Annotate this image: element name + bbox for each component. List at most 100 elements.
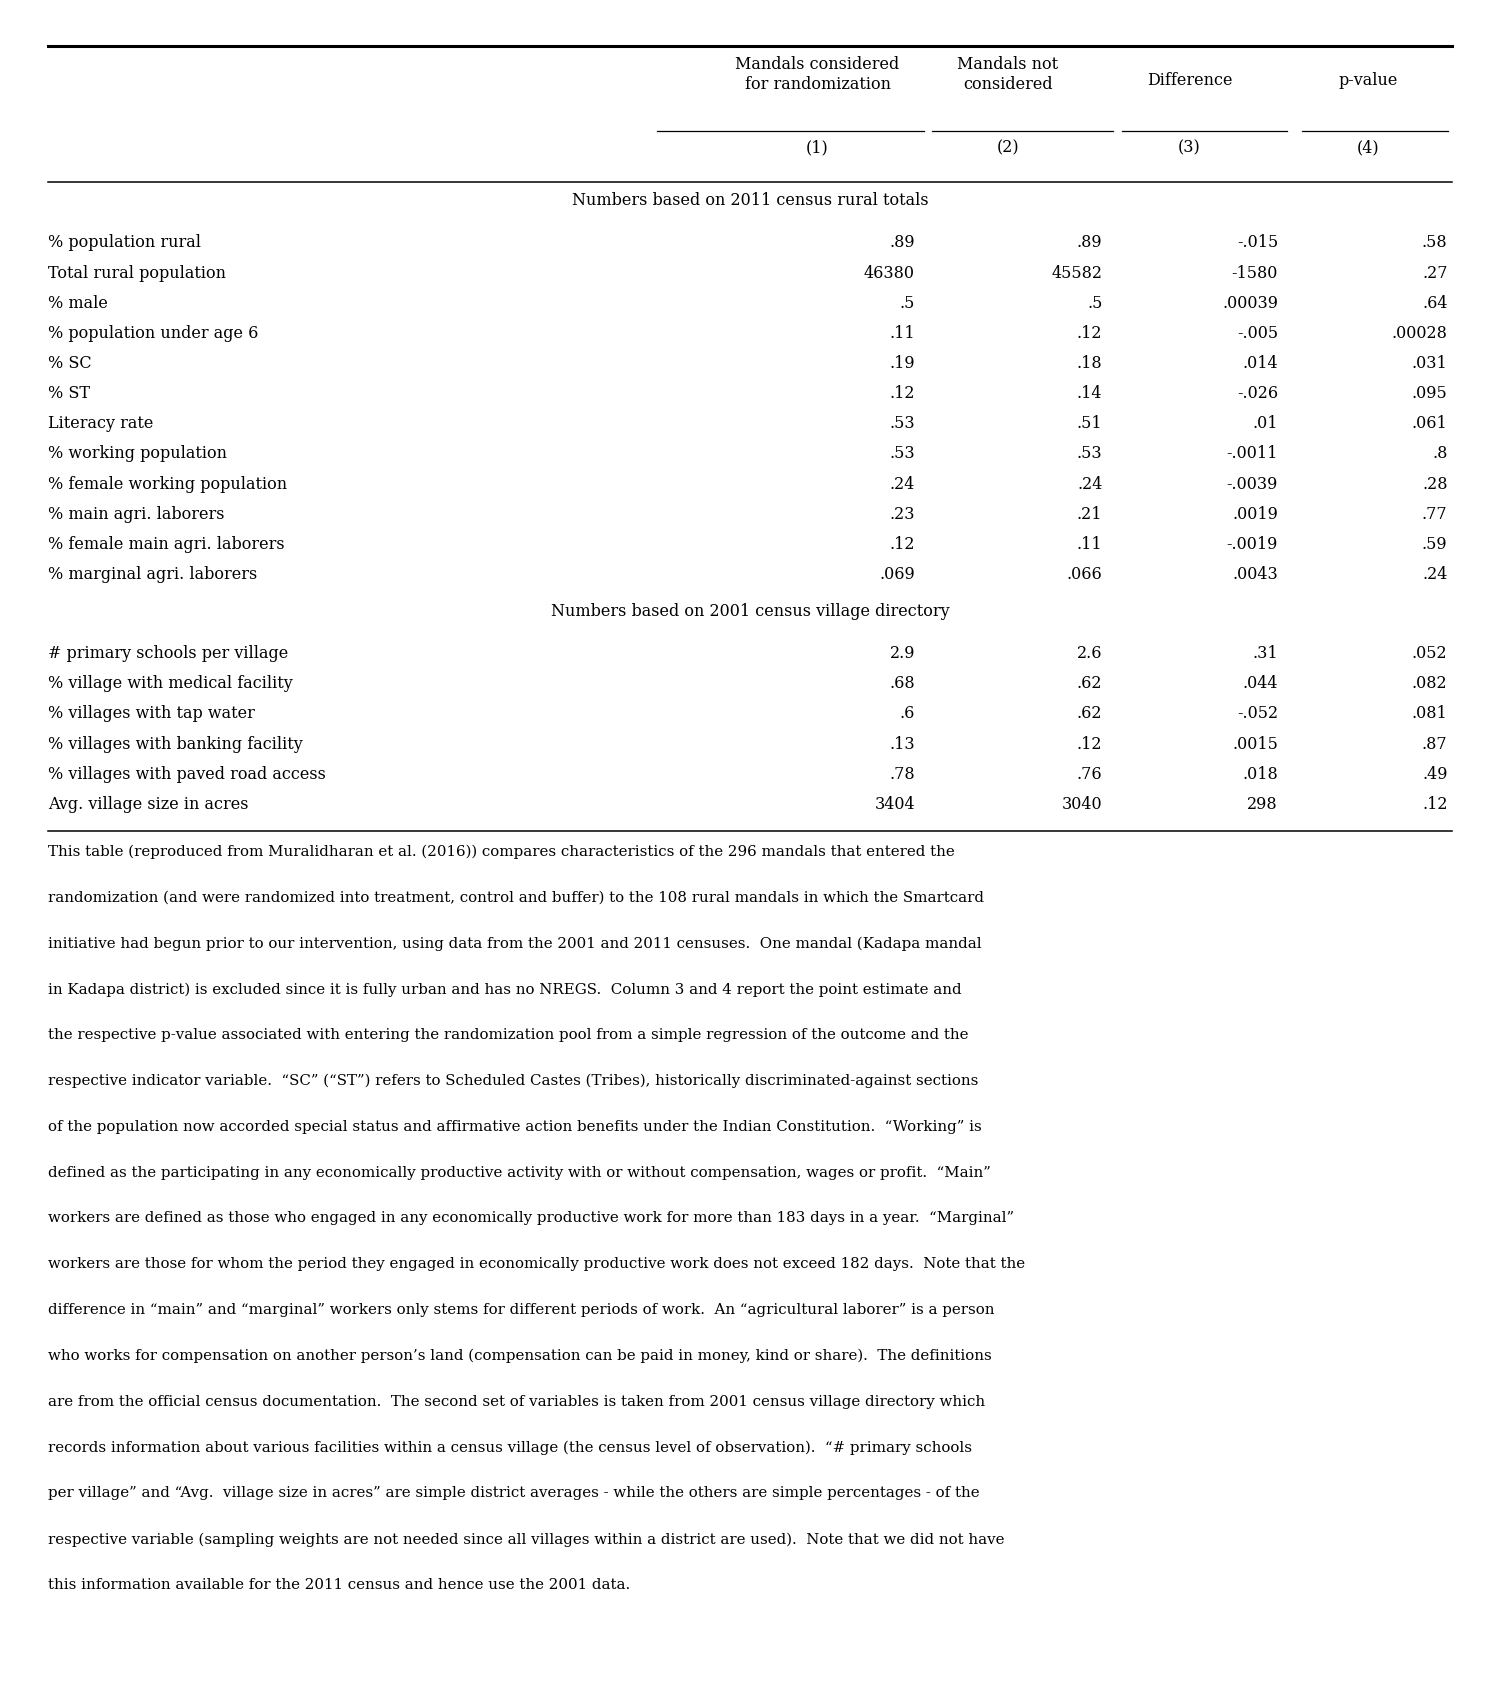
- Text: .62: .62: [1077, 705, 1102, 722]
- Text: -.026: -.026: [1238, 385, 1278, 401]
- Text: .066: .066: [1066, 566, 1102, 583]
- Text: .11: .11: [890, 325, 915, 342]
- Text: .68: .68: [890, 676, 915, 693]
- Text: % villages with tap water: % villages with tap water: [48, 705, 255, 722]
- Text: .12: .12: [890, 385, 915, 401]
- Text: % male: % male: [48, 295, 108, 312]
- Text: .5: .5: [1088, 295, 1102, 312]
- Text: (4): (4): [1356, 141, 1380, 158]
- Text: .58: .58: [1422, 234, 1448, 251]
- Text: .069: .069: [879, 566, 915, 583]
- Text: defined as the participating in any economically productive activity with or wit: defined as the participating in any econ…: [48, 1165, 992, 1179]
- Text: difference in “main” and “marginal” workers only stems for different periods of : difference in “main” and “marginal” work…: [48, 1303, 994, 1316]
- Text: -.0011: -.0011: [1227, 446, 1278, 462]
- Text: .061: .061: [1412, 415, 1448, 432]
- Text: .24: .24: [1422, 566, 1448, 583]
- Text: .11: .11: [1077, 535, 1102, 552]
- Text: .53: .53: [1077, 446, 1102, 462]
- Text: % villages with paved road access: % villages with paved road access: [48, 766, 326, 783]
- Text: who works for compensation on another person’s land (compensation can be paid in: who works for compensation on another pe…: [48, 1348, 992, 1364]
- Text: in Kadapa district) is excluded since it is fully urban and has no NREGS.  Colum: in Kadapa district) is excluded since it…: [48, 983, 962, 996]
- Text: .87: .87: [1422, 735, 1448, 752]
- Text: respective indicator variable.  “SC” (“ST”) refers to Scheduled Castes (Tribes),: respective indicator variable. “SC” (“ST…: [48, 1074, 978, 1088]
- Text: .12: .12: [1422, 796, 1448, 813]
- Text: .19: .19: [890, 356, 915, 373]
- Text: .8: .8: [1432, 446, 1448, 462]
- Text: .53: .53: [890, 446, 915, 462]
- Text: 3040: 3040: [1062, 796, 1102, 813]
- Text: .77: .77: [1422, 507, 1448, 523]
- Text: per village” and “Avg.  village size in acres” are simple district averages - wh: per village” and “Avg. village size in a…: [48, 1486, 980, 1501]
- Text: % marginal agri. laborers: % marginal agri. laborers: [48, 566, 258, 583]
- Text: .0015: .0015: [1232, 735, 1278, 752]
- Text: .0019: .0019: [1232, 507, 1278, 523]
- Text: .27: .27: [1422, 264, 1448, 281]
- Text: Mandals considered
for randomization: Mandals considered for randomization: [735, 56, 900, 93]
- Text: .081: .081: [1412, 705, 1448, 722]
- Text: -.0039: -.0039: [1227, 476, 1278, 493]
- Text: .6: .6: [900, 705, 915, 722]
- Text: .18: .18: [1077, 356, 1102, 373]
- Text: .014: .014: [1242, 356, 1278, 373]
- Text: .018: .018: [1242, 766, 1278, 783]
- Text: .082: .082: [1412, 676, 1448, 693]
- Text: .00028: .00028: [1392, 325, 1448, 342]
- Text: .51: .51: [1077, 415, 1102, 432]
- Text: randomization (and were randomized into treatment, control and buffer) to the 10: randomization (and were randomized into …: [48, 891, 984, 905]
- Text: % main agri. laborers: % main agri. laborers: [48, 507, 225, 523]
- Text: .12: .12: [1077, 325, 1102, 342]
- Text: .21: .21: [1077, 507, 1102, 523]
- Text: .23: .23: [890, 507, 915, 523]
- Text: % SC: % SC: [48, 356, 92, 373]
- Text: (2): (2): [996, 141, 1020, 158]
- Text: % population under age 6: % population under age 6: [48, 325, 258, 342]
- Text: are from the official census documentation.  The second set of variables is take: are from the official census documentati…: [48, 1394, 986, 1409]
- Text: p-value: p-value: [1338, 73, 1398, 90]
- Text: the respective p-value associated with entering the randomization pool from a si: the respective p-value associated with e…: [48, 1028, 969, 1042]
- Text: 45582: 45582: [1052, 264, 1102, 281]
- Text: .89: .89: [890, 234, 915, 251]
- Text: .01: .01: [1252, 415, 1278, 432]
- Text: respective variable (sampling weights are not needed since all villages within a: respective variable (sampling weights ar…: [48, 1533, 1005, 1547]
- Text: .62: .62: [1077, 676, 1102, 693]
- Text: -.005: -.005: [1238, 325, 1278, 342]
- Text: -.0019: -.0019: [1227, 535, 1278, 552]
- Text: .12: .12: [890, 535, 915, 552]
- Text: % villages with banking facility: % villages with banking facility: [48, 735, 303, 752]
- Text: .13: .13: [890, 735, 915, 752]
- Text: % working population: % working population: [48, 446, 226, 462]
- Text: .14: .14: [1077, 385, 1102, 401]
- Text: .28: .28: [1422, 476, 1448, 493]
- Text: .095: .095: [1412, 385, 1448, 401]
- Text: .00039: .00039: [1222, 295, 1278, 312]
- Text: (3): (3): [1178, 141, 1202, 158]
- Text: .59: .59: [1422, 535, 1448, 552]
- Text: Numbers based on 2001 census village directory: Numbers based on 2001 census village dir…: [550, 603, 950, 620]
- Text: 2.9: 2.9: [890, 645, 915, 662]
- Text: % population rural: % population rural: [48, 234, 201, 251]
- Text: -.052: -.052: [1238, 705, 1278, 722]
- Text: .24: .24: [890, 476, 915, 493]
- Text: % ST: % ST: [48, 385, 90, 401]
- Text: .12: .12: [1077, 735, 1102, 752]
- Text: .31: .31: [1252, 645, 1278, 662]
- Text: .031: .031: [1412, 356, 1448, 373]
- Text: 2.6: 2.6: [1077, 645, 1102, 662]
- Text: .49: .49: [1422, 766, 1448, 783]
- Text: .53: .53: [890, 415, 915, 432]
- Text: -1580: -1580: [1232, 264, 1278, 281]
- Text: records information about various facilities within a census village (the census: records information about various facili…: [48, 1440, 972, 1455]
- Text: % female main agri. laborers: % female main agri. laborers: [48, 535, 285, 552]
- Text: % village with medical facility: % village with medical facility: [48, 676, 292, 693]
- Text: Literacy rate: Literacy rate: [48, 415, 153, 432]
- Text: .24: .24: [1077, 476, 1102, 493]
- Text: Difference: Difference: [1146, 73, 1233, 90]
- Text: 3404: 3404: [874, 796, 915, 813]
- Text: .78: .78: [890, 766, 915, 783]
- Text: workers are those for whom the period they engaged in economically productive wo: workers are those for whom the period th…: [48, 1257, 1024, 1270]
- Text: initiative had begun prior to our intervention, using data from the 2001 and 201: initiative had begun prior to our interv…: [48, 937, 981, 950]
- Text: workers are defined as those who engaged in any economically productive work for: workers are defined as those who engaged…: [48, 1211, 1014, 1225]
- Text: % female working population: % female working population: [48, 476, 286, 493]
- Text: # primary schools per village: # primary schools per village: [48, 645, 288, 662]
- Text: .64: .64: [1422, 295, 1448, 312]
